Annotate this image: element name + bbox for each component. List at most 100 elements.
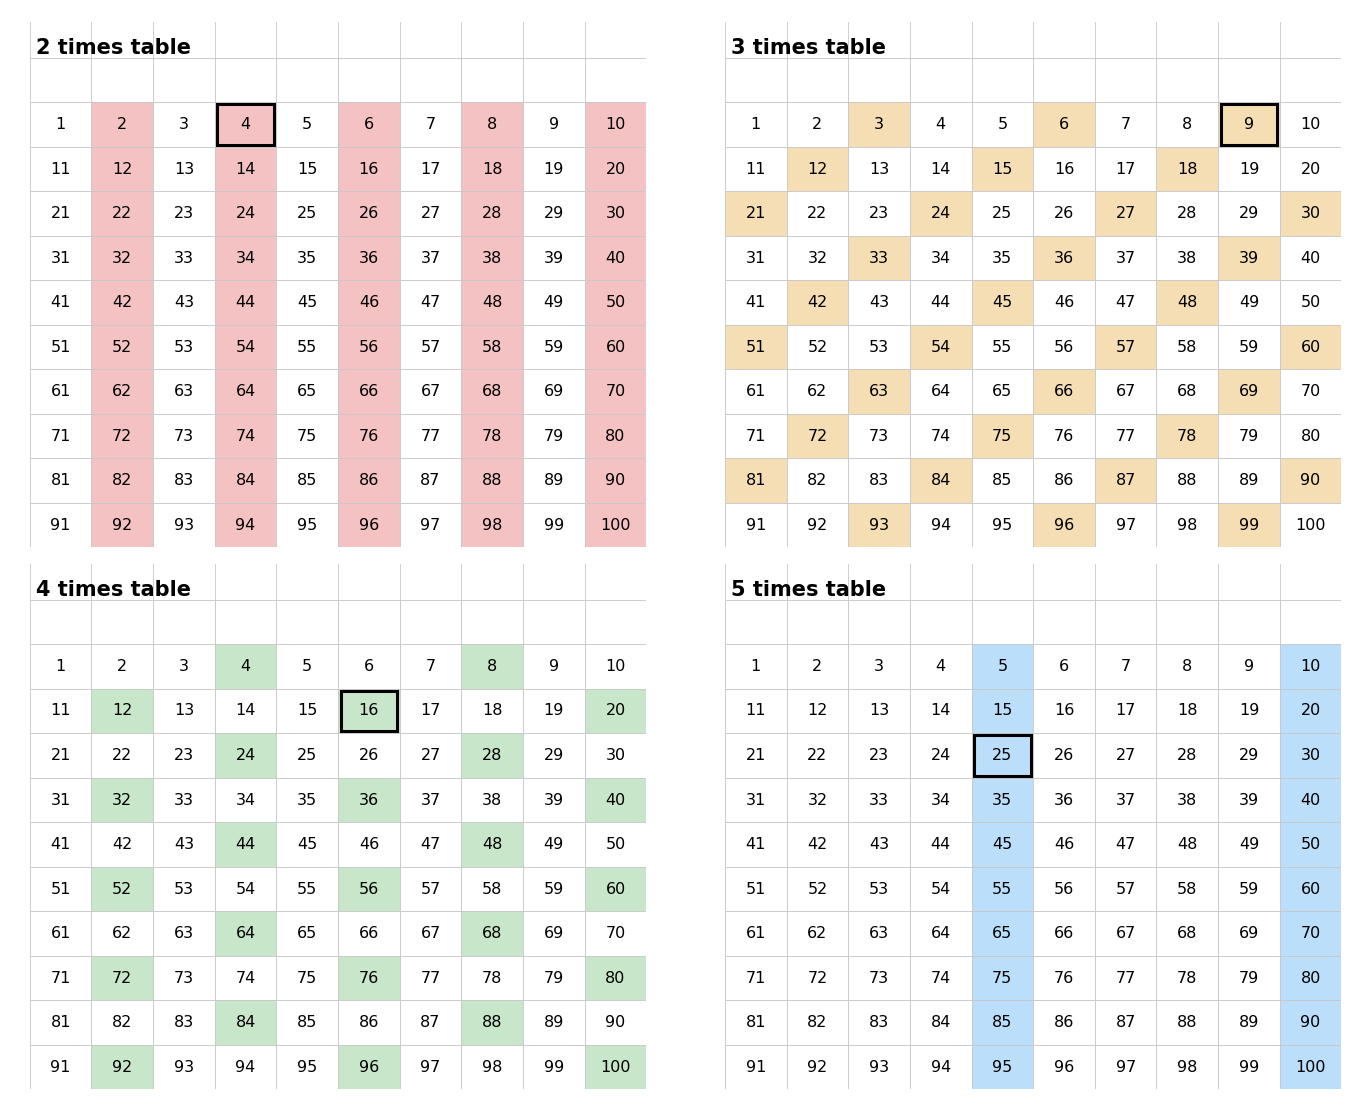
Bar [1218,911,1279,956]
Bar [1033,325,1095,369]
Text: 13: 13 [869,161,889,177]
Bar [461,458,523,503]
Bar [153,503,214,547]
Bar [972,689,1033,733]
Bar [400,822,462,867]
Text: 37: 37 [420,251,440,265]
Bar [725,458,786,503]
Text: 34: 34 [931,793,951,807]
Bar [1218,733,1279,778]
Text: 39: 39 [543,251,564,265]
Bar [30,147,92,191]
Bar [215,102,276,147]
Text: 20: 20 [1301,703,1321,719]
Text: 53: 53 [869,340,889,355]
Bar [1280,414,1341,458]
Text: 69: 69 [543,384,564,399]
Text: 11: 11 [745,161,766,177]
Text: 63: 63 [173,384,194,399]
Text: 98: 98 [482,518,503,533]
Text: 93: 93 [173,518,194,533]
Text: 47: 47 [1115,295,1135,310]
Text: 80: 80 [606,971,626,985]
Bar [848,733,911,778]
Bar [215,325,276,369]
Bar [153,911,214,956]
Text: 26: 26 [359,206,379,221]
Bar [786,191,848,236]
Text: 22: 22 [112,206,133,221]
Bar [1095,1045,1157,1089]
Text: 57: 57 [1115,881,1135,897]
Text: 84: 84 [236,473,256,488]
Bar [848,325,911,369]
Bar [786,325,848,369]
Bar [1218,689,1279,733]
Text: 23: 23 [869,206,889,221]
Bar [1033,58,1095,102]
Text: 28: 28 [1177,206,1198,221]
Bar [215,599,276,644]
Text: 73: 73 [869,429,889,444]
Bar [1095,1000,1157,1045]
Text: 28: 28 [482,206,503,221]
Text: 79: 79 [1238,971,1259,985]
Text: 69: 69 [1238,926,1259,941]
Text: 61: 61 [50,926,70,941]
Text: 3: 3 [874,659,883,674]
Bar [215,778,276,822]
Text: 10: 10 [606,659,626,674]
Text: 88: 88 [482,473,503,488]
Text: 14: 14 [236,703,256,719]
Bar [585,325,646,369]
Bar [400,1045,462,1089]
Text: 32: 32 [808,251,828,265]
Text: 9: 9 [549,117,558,132]
Text: 43: 43 [173,295,194,310]
Text: 100: 100 [1295,518,1327,533]
Text: 19: 19 [543,161,564,177]
Bar [786,458,848,503]
Text: 27: 27 [1115,206,1135,221]
Text: 33: 33 [173,793,194,807]
Text: 59: 59 [543,340,564,355]
Text: 21: 21 [745,206,766,221]
Bar [153,1045,214,1089]
Bar [153,280,214,325]
Text: 64: 64 [931,926,951,941]
Text: 42: 42 [112,295,133,310]
Bar [911,911,972,956]
Text: 72: 72 [808,971,828,985]
Bar [1280,778,1341,822]
Bar [848,778,911,822]
Bar [585,1000,646,1045]
Bar [848,911,911,956]
Text: 66: 66 [1054,384,1075,399]
Bar [30,325,92,369]
Text: 95: 95 [992,1060,1012,1075]
Text: 95: 95 [297,518,317,533]
Bar [786,689,848,733]
Text: 10: 10 [1301,117,1321,132]
Text: 36: 36 [1054,793,1075,807]
Text: 66: 66 [1054,926,1075,941]
Bar [153,325,214,369]
Text: 94: 94 [236,518,256,533]
Text: 72: 72 [112,971,133,985]
Bar [400,58,462,102]
Text: 78: 78 [1177,429,1198,444]
Text: 18: 18 [1177,703,1198,719]
Bar [585,1045,646,1089]
Bar [1218,599,1279,644]
Text: 97: 97 [420,1060,440,1075]
Bar [215,867,276,911]
Bar [911,733,972,778]
Text: 16: 16 [1054,703,1075,719]
Text: 16: 16 [359,703,379,719]
Bar [1218,325,1279,369]
Bar [523,867,585,911]
Text: 66: 66 [359,384,379,399]
Bar [972,778,1033,822]
Bar [400,503,462,547]
Text: 61: 61 [745,384,766,399]
